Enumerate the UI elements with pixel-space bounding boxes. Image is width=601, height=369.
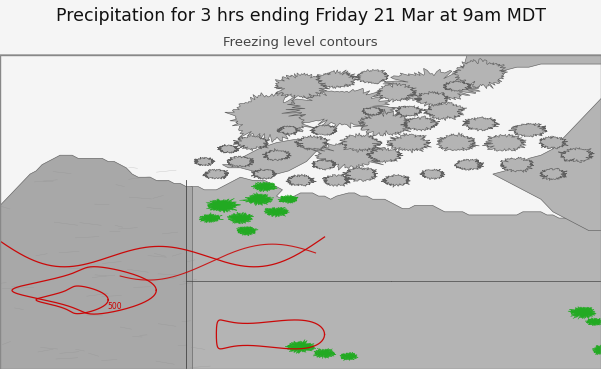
Polygon shape [239, 192, 274, 206]
Polygon shape [313, 142, 385, 170]
Polygon shape [436, 132, 480, 151]
Polygon shape [419, 169, 445, 180]
Text: 500: 500 [107, 301, 121, 311]
Polygon shape [225, 91, 314, 142]
Polygon shape [277, 126, 300, 135]
Text: Freezing level contours: Freezing level contours [223, 36, 378, 49]
Polygon shape [500, 157, 534, 172]
Polygon shape [227, 212, 254, 224]
Polygon shape [236, 226, 258, 236]
Polygon shape [194, 157, 215, 166]
Polygon shape [568, 306, 596, 319]
Polygon shape [203, 169, 229, 179]
Polygon shape [322, 175, 352, 186]
Polygon shape [278, 194, 298, 203]
Polygon shape [282, 88, 403, 129]
Polygon shape [313, 348, 336, 359]
Polygon shape [222, 139, 319, 174]
Polygon shape [30, 204, 53, 220]
Polygon shape [340, 352, 358, 361]
Polygon shape [354, 70, 389, 84]
Polygon shape [274, 73, 330, 99]
Polygon shape [373, 83, 417, 102]
Polygon shape [286, 174, 316, 186]
Polygon shape [558, 148, 594, 163]
Polygon shape [353, 109, 413, 136]
Polygon shape [251, 181, 277, 192]
Polygon shape [592, 345, 601, 355]
Polygon shape [386, 133, 432, 153]
Polygon shape [251, 169, 277, 180]
Polygon shape [227, 156, 254, 168]
Polygon shape [381, 175, 410, 187]
Polygon shape [443, 80, 472, 92]
Polygon shape [401, 116, 440, 131]
Polygon shape [341, 168, 377, 182]
Polygon shape [508, 123, 548, 137]
Polygon shape [395, 106, 423, 117]
Polygon shape [199, 213, 224, 223]
Polygon shape [233, 135, 270, 151]
Polygon shape [539, 136, 568, 149]
Polygon shape [338, 133, 382, 152]
Polygon shape [462, 117, 499, 131]
Polygon shape [454, 159, 484, 170]
Polygon shape [493, 86, 601, 231]
Polygon shape [217, 145, 240, 154]
Polygon shape [27, 231, 45, 242]
Polygon shape [362, 107, 383, 115]
Polygon shape [294, 135, 330, 150]
Polygon shape [206, 198, 241, 213]
Polygon shape [421, 102, 467, 120]
Polygon shape [0, 155, 192, 369]
Polygon shape [585, 318, 601, 326]
Text: Precipitation for 3 hrs ending Friday 21 Mar at 9am MDT: Precipitation for 3 hrs ending Friday 21… [55, 7, 546, 25]
Polygon shape [540, 168, 567, 180]
Polygon shape [284, 339, 316, 354]
Polygon shape [463, 48, 601, 80]
Polygon shape [452, 59, 508, 89]
Polygon shape [263, 148, 291, 161]
Polygon shape [316, 70, 358, 89]
Polygon shape [382, 68, 480, 103]
Polygon shape [264, 207, 290, 217]
Polygon shape [310, 125, 337, 135]
Polygon shape [482, 134, 526, 151]
Polygon shape [10, 216, 38, 233]
Polygon shape [312, 159, 337, 170]
Polygon shape [0, 171, 601, 369]
Polygon shape [366, 148, 403, 163]
Polygon shape [414, 92, 448, 106]
